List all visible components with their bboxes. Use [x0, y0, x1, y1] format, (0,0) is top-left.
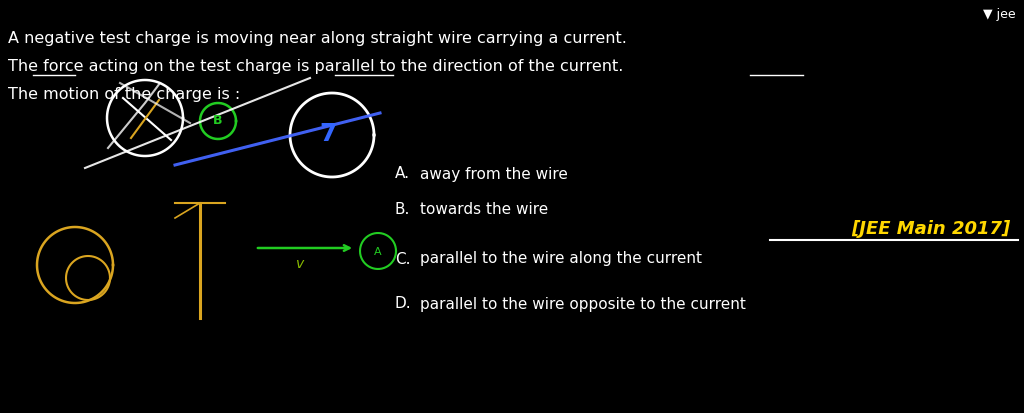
Text: [JEE Main 2017]: [JEE Main 2017]	[851, 219, 1010, 237]
Text: ▼ jee: ▼ jee	[983, 7, 1016, 21]
Text: C.: C.	[395, 251, 411, 266]
Text: parallel to the wire opposite to the current: parallel to the wire opposite to the cur…	[420, 296, 745, 311]
Text: 7: 7	[319, 122, 337, 146]
Text: B: B	[213, 113, 223, 126]
Text: A: A	[374, 247, 382, 256]
Text: The force acting on the test charge is parallel to the direction of the current.: The force acting on the test charge is p…	[8, 59, 624, 74]
Text: away from the wire: away from the wire	[420, 166, 568, 181]
Text: D.: D.	[395, 296, 412, 311]
Text: v: v	[296, 256, 304, 271]
Text: A.: A.	[395, 166, 410, 181]
Text: The motion of the charge is :: The motion of the charge is :	[8, 87, 241, 102]
Text: parallel to the wire along the current: parallel to the wire along the current	[420, 251, 702, 266]
Text: A negative test charge is moving near along straight wire carrying a current.: A negative test charge is moving near al…	[8, 31, 627, 46]
Text: B.: B.	[395, 201, 411, 216]
Text: towards the wire: towards the wire	[420, 201, 548, 216]
